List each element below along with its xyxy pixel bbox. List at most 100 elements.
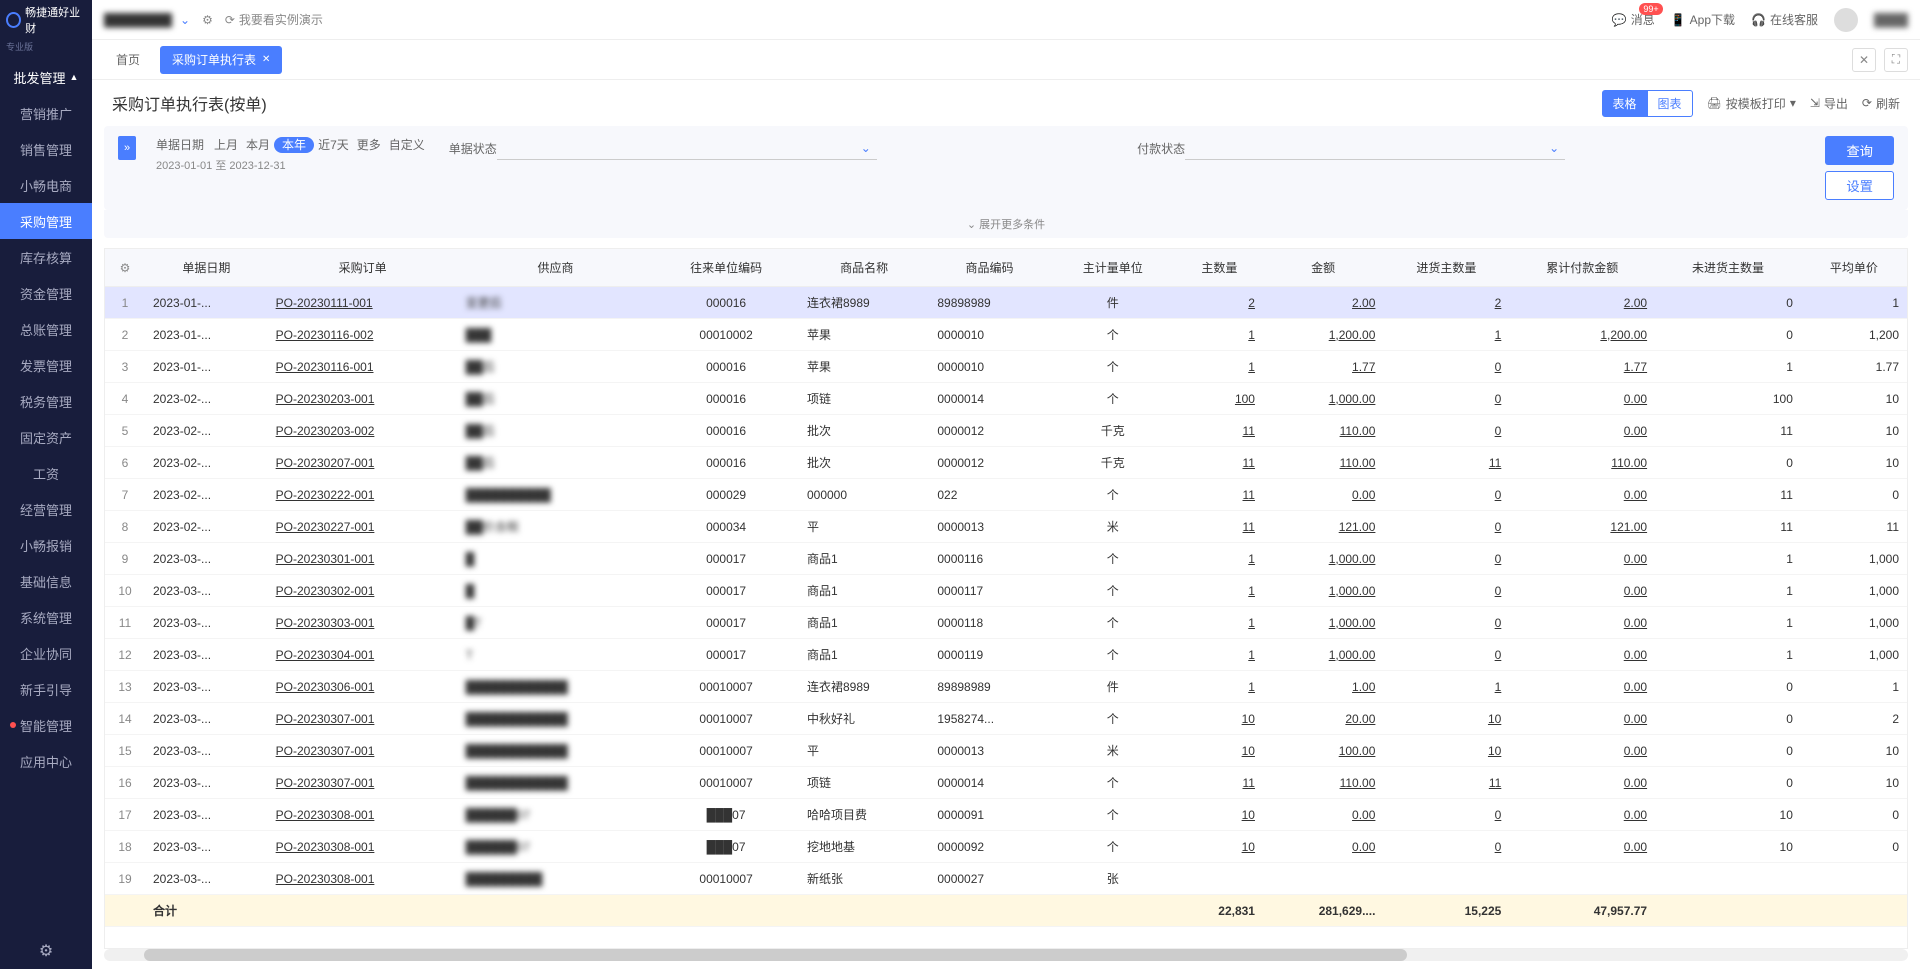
po-link[interactable]: PO-20230307-001 bbox=[276, 776, 375, 790]
sidebar-item[interactable]: 销售管理 bbox=[0, 131, 92, 167]
cell-amount[interactable]: 1,000.00 bbox=[1263, 575, 1383, 607]
table-row[interactable]: 22023-01-...PO-20230116-002███00010002苹果… bbox=[105, 319, 1907, 351]
date-option[interactable]: 自定义 bbox=[385, 137, 429, 153]
sidebar-item[interactable]: 库存核算 bbox=[0, 239, 92, 275]
table-row[interactable]: 132023-03-...PO-20230306-001████████████… bbox=[105, 671, 1907, 703]
sidebar-item[interactable]: 小畅报销 bbox=[0, 527, 92, 563]
org-selector[interactable]: ████████ ⌄ bbox=[104, 13, 190, 27]
cell-in-qty[interactable]: 0 bbox=[1383, 383, 1509, 415]
cell-amount[interactable]: 110.00 bbox=[1263, 767, 1383, 799]
setup-button[interactable]: 设置 bbox=[1825, 171, 1894, 200]
tab[interactable]: 首页 bbox=[104, 46, 152, 74]
table-row[interactable]: 82023-02-...PO-20230227-001██价含税000034平0… bbox=[105, 511, 1907, 543]
date-option[interactable]: 本月 bbox=[242, 137, 274, 153]
cell-amount[interactable]: 0.00 bbox=[1263, 799, 1383, 831]
cell-qty[interactable]: 10 bbox=[1176, 799, 1263, 831]
table-row[interactable]: 152023-03-...PO-20230307-001████████████… bbox=[105, 735, 1907, 767]
po-link[interactable]: PO-20230301-001 bbox=[276, 552, 375, 566]
sidebar-item[interactable]: 企业协同 bbox=[0, 635, 92, 671]
column-header[interactable]: 商品名称 bbox=[799, 249, 929, 287]
cell-qty[interactable]: 10 bbox=[1176, 831, 1263, 863]
table-row[interactable]: 112023-03-...PO-20230303-001█T000017商品10… bbox=[105, 607, 1907, 639]
sidebar-item[interactable]: 税务管理 bbox=[0, 383, 92, 419]
table-row[interactable]: 172023-03-...PO-20230308-001██████07███0… bbox=[105, 799, 1907, 831]
cell-paid[interactable]: 0.00 bbox=[1509, 415, 1655, 447]
sidebar-item[interactable]: 总账管理 bbox=[0, 311, 92, 347]
po-link[interactable]: PO-20230306-001 bbox=[276, 680, 375, 694]
cell-paid[interactable]: 110.00 bbox=[1509, 447, 1655, 479]
cell-paid[interactable]: 0.00 bbox=[1509, 607, 1655, 639]
cell-in-qty[interactable]: 0 bbox=[1383, 639, 1509, 671]
status-input[interactable] bbox=[497, 136, 877, 160]
cell-paid[interactable]: 1.77 bbox=[1509, 351, 1655, 383]
cell-qty[interactable]: 11 bbox=[1176, 479, 1263, 511]
cell-paid[interactable]: 0.00 bbox=[1509, 767, 1655, 799]
date-option[interactable]: 上月 bbox=[210, 137, 242, 153]
cell-in-qty[interactable]: 0 bbox=[1383, 575, 1509, 607]
column-header[interactable]: ⚙ bbox=[105, 249, 145, 287]
cell-in-qty[interactable]: 0 bbox=[1383, 415, 1509, 447]
refresh-button[interactable]: ⟳ 刷新 bbox=[1862, 95, 1900, 112]
cell-paid[interactable]: 121.00 bbox=[1509, 511, 1655, 543]
date-option[interactable]: 近7天 bbox=[314, 137, 353, 153]
cell-in-qty[interactable]: 11 bbox=[1383, 447, 1509, 479]
payment-filter[interactable]: 付款状态 ⌄ bbox=[1137, 136, 1805, 160]
column-header[interactable]: 主数量 bbox=[1176, 249, 1263, 287]
avatar[interactable] bbox=[1834, 8, 1858, 32]
po-link[interactable]: PO-20230227-001 bbox=[276, 520, 375, 534]
expand-filters-button[interactable]: ⌄ 展开更多条件 bbox=[104, 210, 1908, 238]
cell-qty[interactable]: 10 bbox=[1176, 735, 1263, 767]
po-link[interactable]: PO-20230111-001 bbox=[276, 296, 373, 310]
cell-paid[interactable]: 0.00 bbox=[1509, 575, 1655, 607]
sidebar-item[interactable]: 采购管理 bbox=[0, 203, 92, 239]
cell-in-qty[interactable]: 10 bbox=[1383, 703, 1509, 735]
cell-paid[interactable]: 0.00 bbox=[1509, 703, 1655, 735]
column-header[interactable]: 平均单价 bbox=[1801, 249, 1907, 287]
po-link[interactable]: PO-20230116-002 bbox=[276, 328, 374, 342]
cell-amount[interactable]: 2.00 bbox=[1263, 287, 1383, 319]
table-row[interactable]: 162023-03-...PO-20230307-001████████████… bbox=[105, 767, 1907, 799]
sidebar-item[interactable]: 批发管理▲ bbox=[0, 59, 92, 95]
po-link[interactable]: PO-20230203-002 bbox=[276, 424, 375, 438]
cell-amount[interactable]: 1,000.00 bbox=[1263, 639, 1383, 671]
cell-amount[interactable]: 1,000.00 bbox=[1263, 383, 1383, 415]
cell-in-qty[interactable]: 0 bbox=[1383, 799, 1509, 831]
cell-qty[interactable]: 11 bbox=[1176, 415, 1263, 447]
cell-paid[interactable]: 0.00 bbox=[1509, 735, 1655, 767]
cell-amount[interactable]: 0.00 bbox=[1263, 479, 1383, 511]
cell-qty[interactable]: 1 bbox=[1176, 575, 1263, 607]
close-icon[interactable]: ✕ bbox=[262, 54, 270, 65]
sidebar-item[interactable]: 智能管理 bbox=[0, 707, 92, 743]
scrollbar-thumb[interactable] bbox=[144, 949, 1407, 961]
table-row[interactable]: 12023-01-...PO-20230111-001变更后000016连衣裙8… bbox=[105, 287, 1907, 319]
cell-paid[interactable]: 0.00 bbox=[1509, 479, 1655, 511]
column-header[interactable]: 金额 bbox=[1263, 249, 1383, 287]
column-header[interactable]: 往来单位编码 bbox=[653, 249, 799, 287]
print-button[interactable]: 🖨 按模板打印 ▾ bbox=[1707, 95, 1796, 112]
cell-in-qty[interactable]: 0 bbox=[1383, 831, 1509, 863]
sidebar-item[interactable]: 应用中心 bbox=[0, 743, 92, 779]
sidebar-item[interactable]: 发票管理 bbox=[0, 347, 92, 383]
cell-paid[interactable]: 0.00 bbox=[1509, 831, 1655, 863]
table-row[interactable]: 72023-02-...PO-20230222-001██████████000… bbox=[105, 479, 1907, 511]
cell-qty[interactable]: 1 bbox=[1176, 351, 1263, 383]
cell-paid[interactable]: 1,200.00 bbox=[1509, 319, 1655, 351]
cell-qty[interactable] bbox=[1176, 863, 1263, 895]
messages-button[interactable]: 💬 消息 99+ bbox=[1612, 11, 1655, 28]
query-button[interactable]: 查询 bbox=[1825, 136, 1894, 165]
sidebar-item[interactable]: 营销推广 bbox=[0, 95, 92, 131]
cell-qty[interactable]: 1 bbox=[1176, 639, 1263, 671]
cell-qty[interactable]: 11 bbox=[1176, 447, 1263, 479]
po-link[interactable]: PO-20230307-001 bbox=[276, 712, 375, 726]
sidebar-item[interactable]: 基础信息 bbox=[0, 563, 92, 599]
cell-amount[interactable]: 110.00 bbox=[1263, 415, 1383, 447]
table-row[interactable]: 192023-03-...PO-20230308-001█████████000… bbox=[105, 863, 1907, 895]
column-header[interactable]: 进货主数量 bbox=[1383, 249, 1509, 287]
cell-qty[interactable]: 1 bbox=[1176, 543, 1263, 575]
cell-in-qty[interactable]: 0 bbox=[1383, 543, 1509, 575]
po-link[interactable]: PO-20230308-001 bbox=[276, 840, 375, 854]
table-row[interactable]: 92023-03-...PO-20230301-001█000017商品1000… bbox=[105, 543, 1907, 575]
horizontal-scrollbar[interactable] bbox=[104, 949, 1908, 961]
cell-qty[interactable]: 2 bbox=[1176, 287, 1263, 319]
gear-icon[interactable]: ⚙ bbox=[202, 13, 213, 27]
